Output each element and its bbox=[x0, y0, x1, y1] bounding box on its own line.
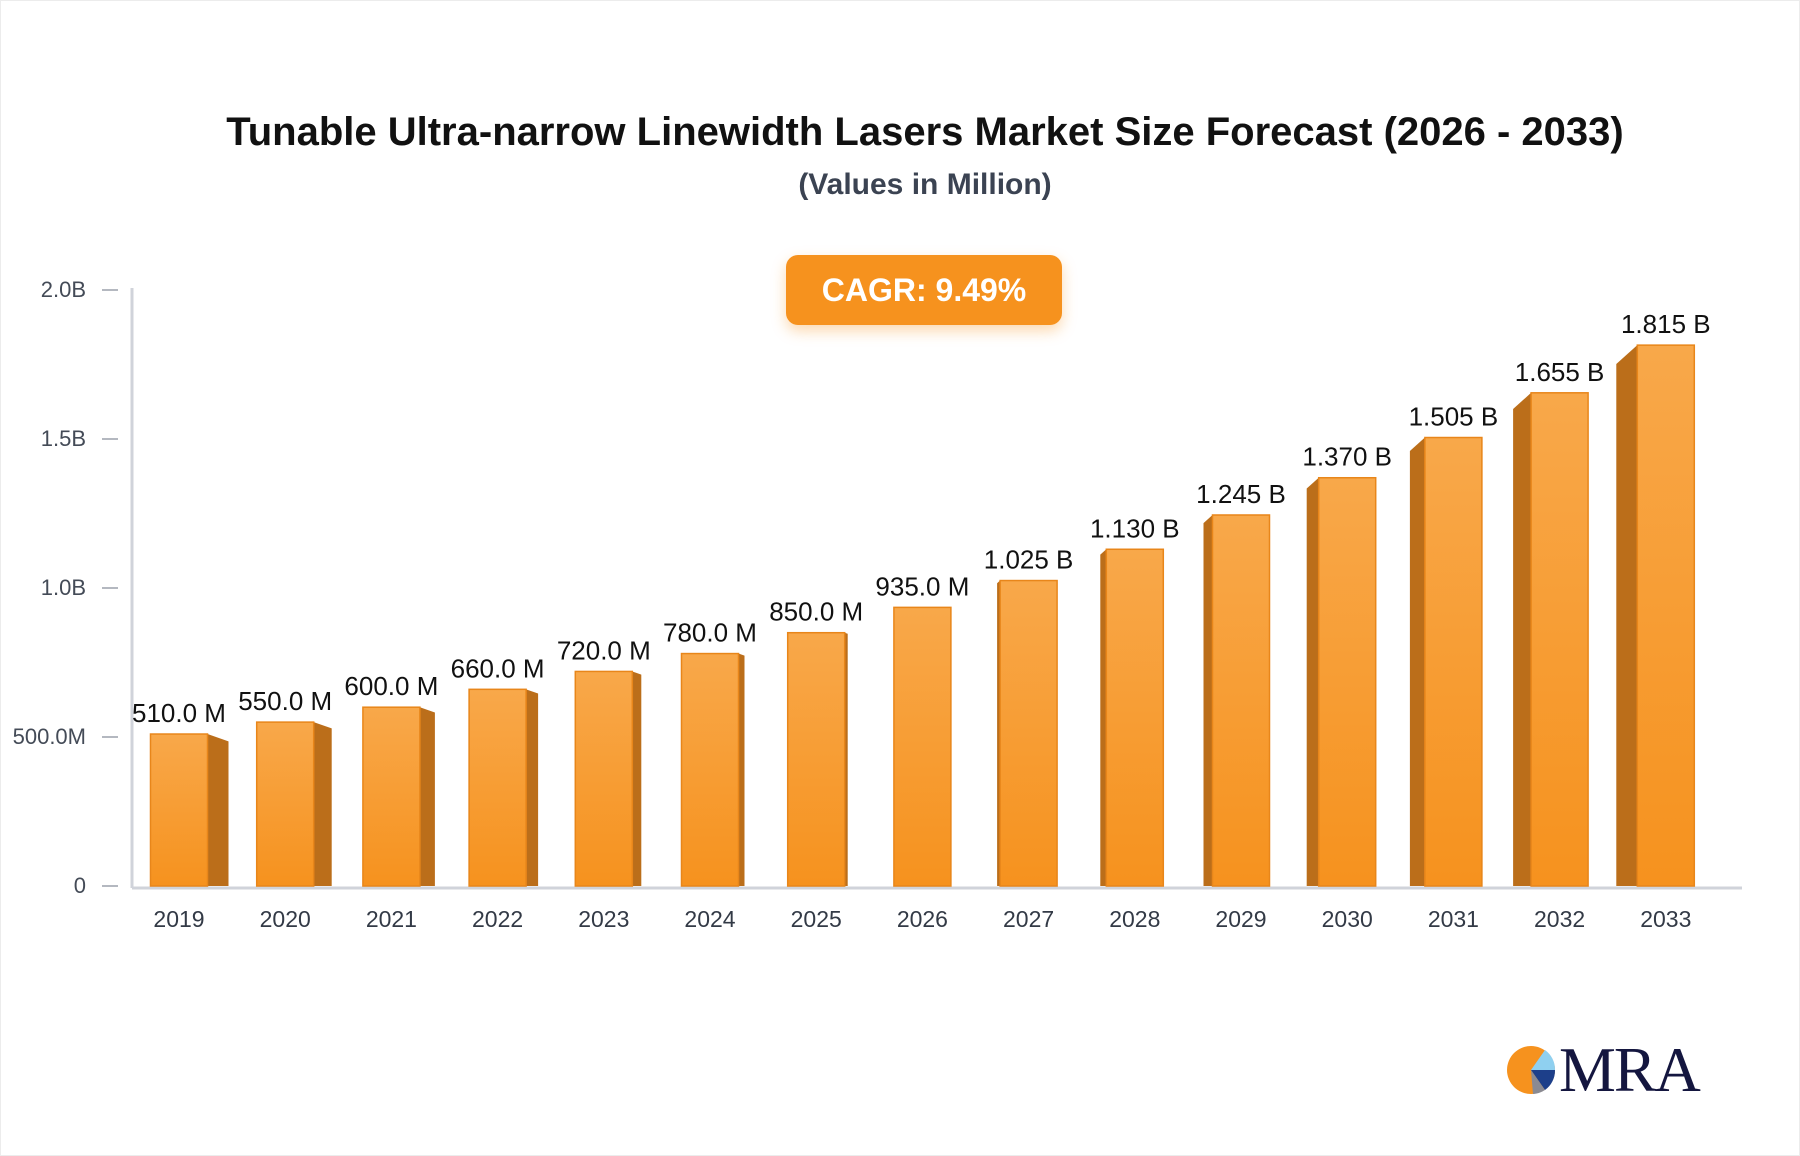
bar bbox=[1105, 548, 1165, 887]
data-label: 1.245 B bbox=[1196, 479, 1286, 509]
data-label: 780.0 M bbox=[663, 618, 757, 648]
x-tick-label: 2021 bbox=[366, 906, 417, 932]
x-tick-label: 2022 bbox=[472, 906, 523, 932]
bar bbox=[574, 670, 634, 887]
data-label: 660.0 M bbox=[451, 653, 545, 683]
mra-logo: MRA bbox=[1505, 1038, 1701, 1102]
y-tick-label: 500.0M bbox=[13, 724, 86, 749]
bar-side bbox=[1306, 477, 1319, 886]
x-tick-label: 2024 bbox=[684, 906, 735, 932]
x-tick-label: 2026 bbox=[897, 906, 948, 932]
x-tick-label: 2033 bbox=[1640, 906, 1691, 932]
bar-side bbox=[1513, 392, 1532, 886]
bar-2029: 1.245 B 2029 bbox=[1196, 479, 1286, 932]
bar-side bbox=[526, 689, 539, 886]
bar bbox=[362, 706, 421, 887]
chart-subtitle: (Values in Million) bbox=[798, 168, 1052, 201]
bar-side bbox=[313, 722, 332, 886]
bar-2026: 935.0 M 2026 bbox=[875, 571, 969, 932]
bar bbox=[1211, 514, 1271, 887]
cagr-badge: CAGR: 9.49% bbox=[786, 255, 1062, 325]
bar bbox=[786, 631, 846, 887]
bar-side bbox=[207, 734, 229, 886]
bar bbox=[893, 606, 952, 887]
bar-side bbox=[1409, 437, 1425, 886]
y-tick-label: 1.0B bbox=[41, 575, 86, 600]
data-label: 850.0 M bbox=[769, 597, 863, 627]
bar-side bbox=[1616, 345, 1638, 886]
data-label: 1.815 B bbox=[1621, 309, 1711, 339]
data-label: 1.655 B bbox=[1515, 357, 1605, 387]
y-tick-label: 0 bbox=[74, 873, 86, 898]
bar-side bbox=[738, 653, 745, 886]
bar-2019: 510.0 M 2019 bbox=[132, 698, 229, 932]
bar-2028: 1.130 B 2028 bbox=[1090, 513, 1180, 932]
bar-2032: 1.655 B 2032 bbox=[1513, 357, 1604, 932]
bar-2022: 660.0 M 2022 bbox=[451, 653, 545, 932]
bar-side bbox=[419, 707, 435, 886]
x-tick-label: 2032 bbox=[1534, 906, 1585, 932]
pie-logo-icon bbox=[1507, 1046, 1556, 1094]
bar bbox=[1530, 392, 1589, 887]
x-tick-label: 2023 bbox=[578, 906, 629, 932]
bar-side bbox=[1203, 514, 1213, 886]
bar-2027: 1.025 B 2027 bbox=[984, 545, 1074, 932]
x-tick-label: 2028 bbox=[1109, 906, 1160, 932]
bar-2023: 720.0 M 2023 bbox=[557, 635, 651, 932]
y-tick-label: 2.0B bbox=[41, 277, 86, 302]
data-label: 1.370 B bbox=[1302, 442, 1392, 472]
x-tick-label: 2025 bbox=[791, 906, 842, 932]
bar-2030: 1.370 B 2030 bbox=[1302, 442, 1392, 932]
x-tick-label: 2030 bbox=[1322, 906, 1373, 932]
bar bbox=[149, 733, 209, 887]
bar bbox=[255, 721, 315, 887]
data-label: 510.0 M bbox=[132, 698, 226, 728]
chart-title: Tunable Ultra-narrow Linewidth Lasers Ma… bbox=[226, 110, 1624, 154]
bar-2021: 600.0 M 2021 bbox=[344, 671, 438, 932]
x-tick-label: 2019 bbox=[153, 906, 204, 932]
bar bbox=[999, 579, 1058, 887]
logo-text: MRA bbox=[1559, 1034, 1701, 1105]
bar bbox=[1424, 436, 1483, 887]
y-tick-label: 1.5B bbox=[41, 426, 86, 451]
x-tick-label: 2029 bbox=[1215, 906, 1266, 932]
bar bbox=[1317, 476, 1377, 887]
data-label: 1.025 B bbox=[984, 545, 1074, 575]
bar-side bbox=[632, 671, 642, 886]
x-tick-label: 2027 bbox=[1003, 906, 1054, 932]
data-label: 935.0 M bbox=[875, 571, 969, 601]
bar bbox=[1636, 344, 1696, 887]
bar-2025: 850.0 M 2025 bbox=[769, 597, 863, 932]
bar-side bbox=[1100, 549, 1107, 886]
x-tick-label: 2031 bbox=[1428, 906, 1479, 932]
data-label: 1.130 B bbox=[1090, 513, 1180, 543]
x-tick-label: 2020 bbox=[260, 906, 311, 932]
data-label: 600.0 M bbox=[344, 671, 438, 701]
bar-2024: 780.0 M 2024 bbox=[663, 618, 757, 932]
bar bbox=[680, 652, 740, 887]
data-label: 550.0 M bbox=[238, 686, 332, 716]
bar-2033: 1.815 B 2033 bbox=[1616, 309, 1711, 932]
bar-2031: 1.505 B 2031 bbox=[1409, 402, 1499, 932]
bar-2020: 550.0 M 2020 bbox=[238, 686, 332, 932]
data-label: 720.0 M bbox=[557, 635, 651, 665]
bar bbox=[468, 688, 527, 887]
data-label: 1.505 B bbox=[1409, 402, 1499, 432]
